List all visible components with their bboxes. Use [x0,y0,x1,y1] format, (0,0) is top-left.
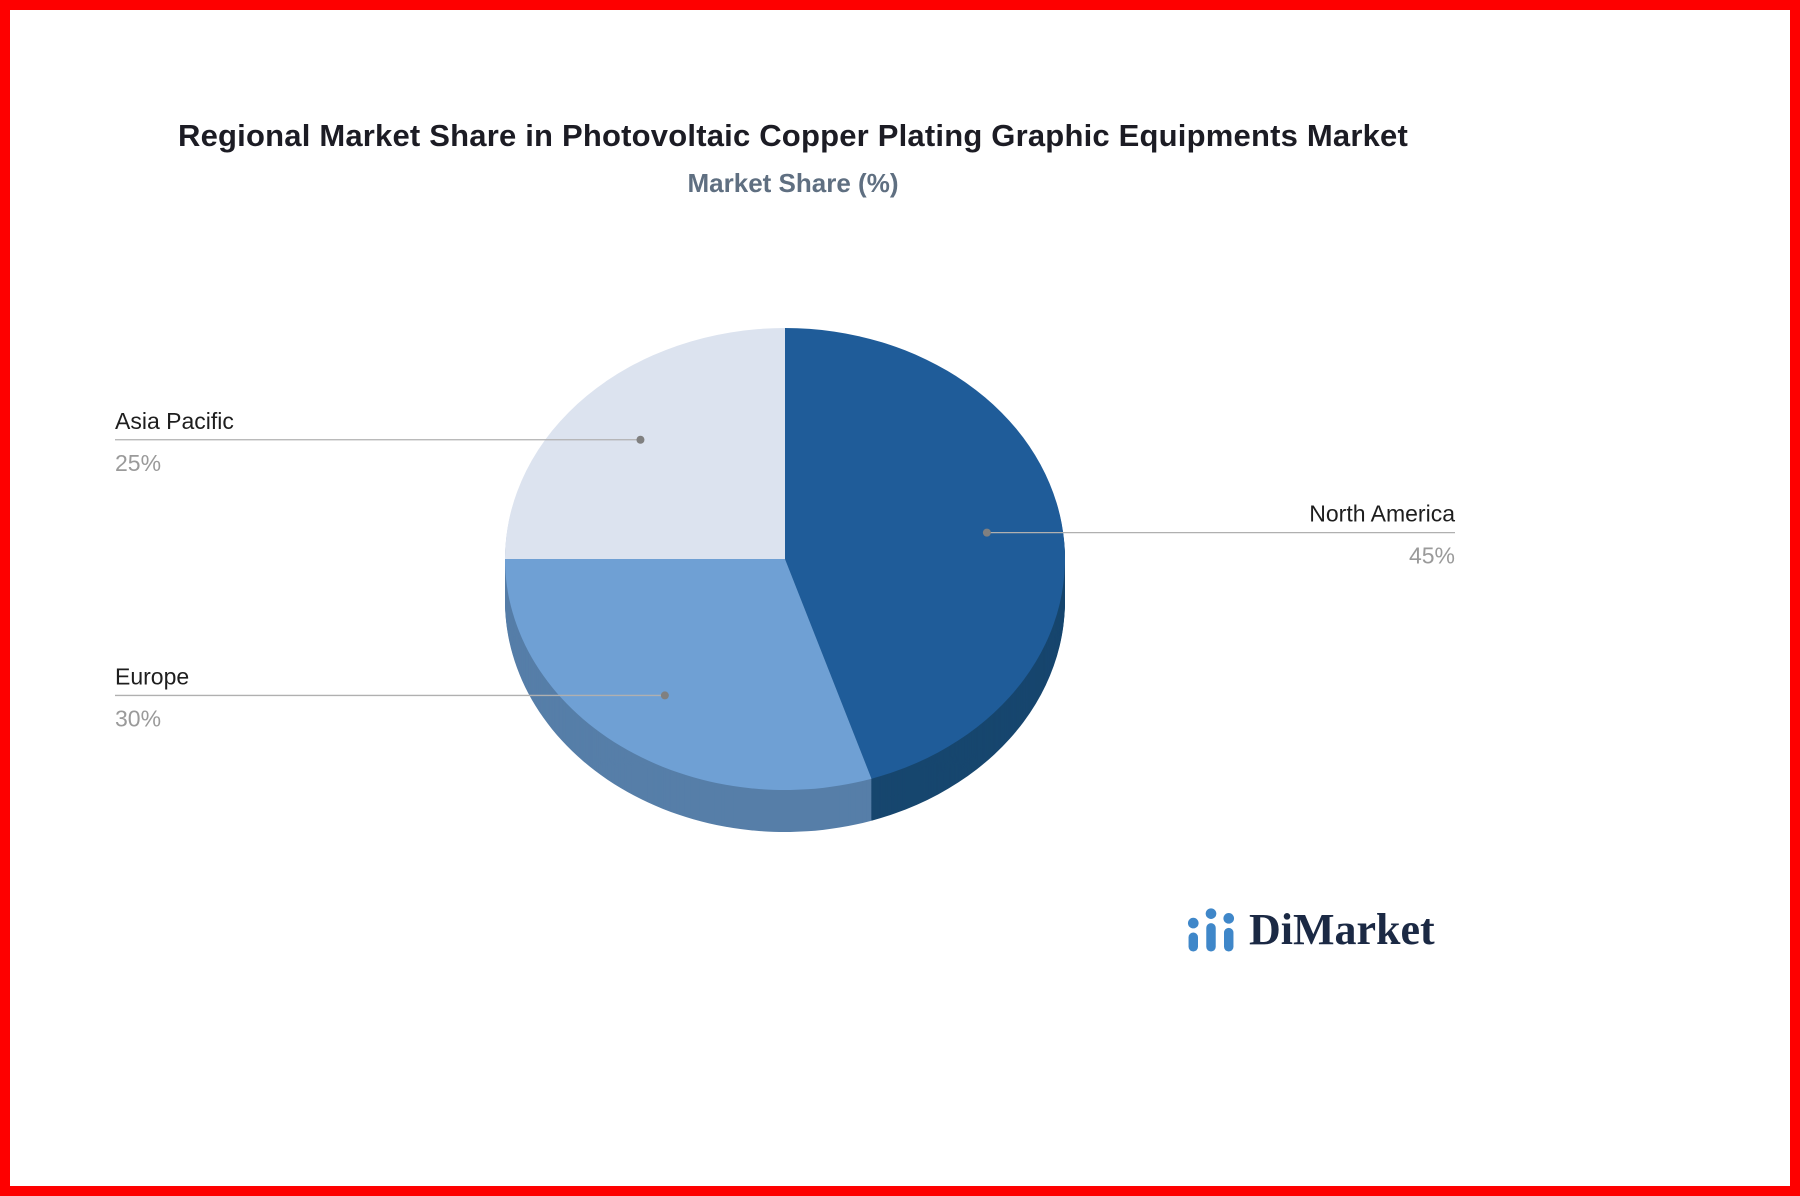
leader-dot [660,691,669,700]
brand-logo: DiMarket [1185,903,1435,955]
slice-label: Asia Pacific [115,408,234,434]
pie-chart: North America 45% Europe 30% Asia Pacific 25% [115,328,1455,832]
slice-value: 45% [1409,543,1455,569]
slice-value: 25% [115,450,161,476]
pie-slice-north-america [785,328,1065,779]
slice-label: Europe [115,663,189,689]
leader-dot [982,528,991,537]
pie-slice-asia-pacific [505,328,785,559]
slice-label: North America [1309,501,1455,527]
chart-subtitle: Market Share (%) [687,168,899,198]
brand-name: DiMarket [1249,904,1435,954]
pie-slice-europe [505,559,872,790]
bar-chart-icon [1187,908,1235,952]
slice-value: 30% [115,705,161,731]
chart-title: Regional Market Share in Photovoltaic Co… [178,118,1408,153]
leader-dot [636,435,645,444]
